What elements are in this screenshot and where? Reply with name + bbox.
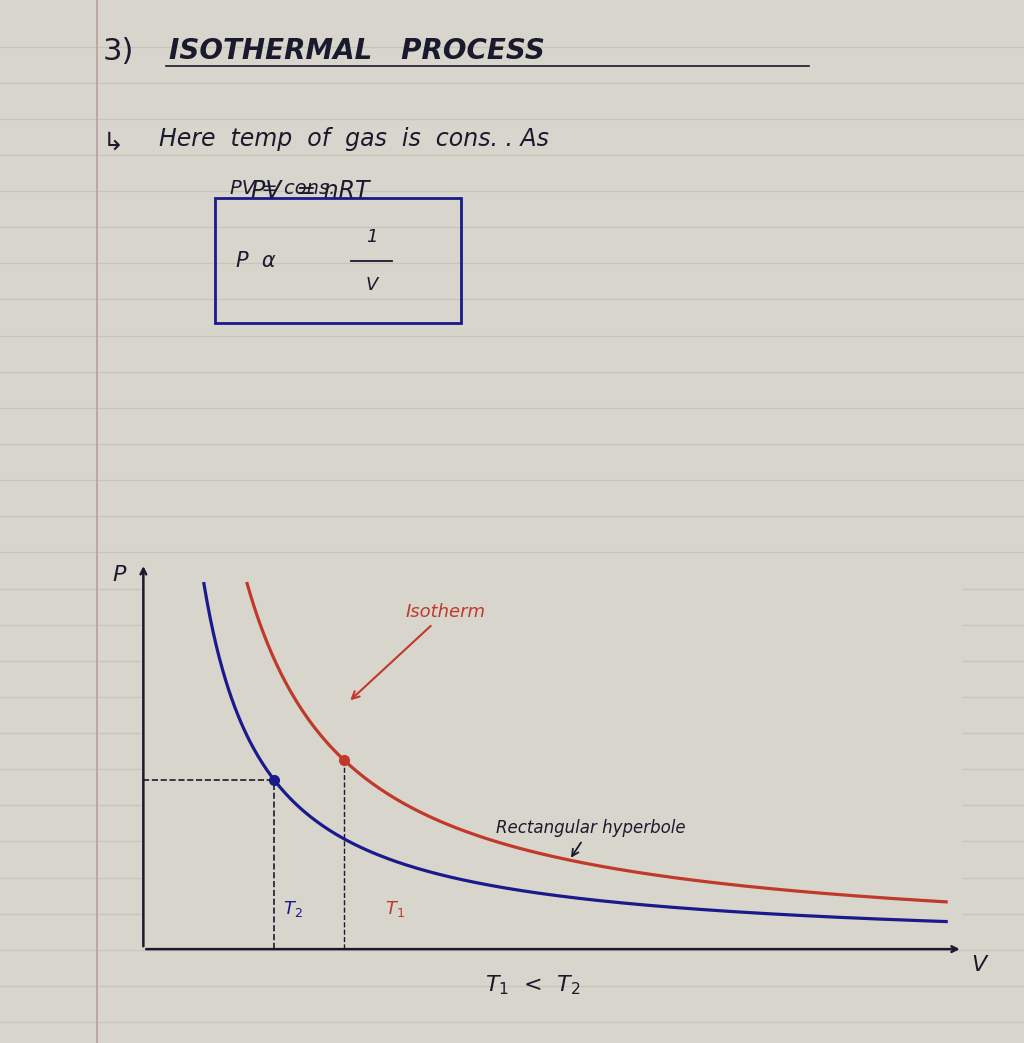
- Text: 1: 1: [366, 227, 378, 246]
- Point: [345, 254, 357, 267]
- Text: T$_2$: T$_2$: [283, 899, 302, 919]
- Text: ↳: ↳: [102, 130, 124, 154]
- Text: V: V: [972, 954, 986, 974]
- Text: Rectangular hyperbole: Rectangular hyperbole: [496, 820, 685, 856]
- Text: T$_1$: T$_1$: [385, 899, 406, 919]
- Text: Isotherm: Isotherm: [352, 603, 485, 699]
- Text: PV = cons.: PV = cons.: [230, 179, 336, 198]
- Text: V: V: [366, 275, 378, 294]
- Point: [160, 59, 172, 72]
- Text: Here  temp  of  gas  is  cons. . As: Here temp of gas is cons. . As: [159, 127, 549, 151]
- Text: PV  = nRT: PV = nRT: [251, 179, 370, 203]
- Point: [803, 59, 815, 72]
- Point: [386, 254, 398, 267]
- Text: 3): 3): [102, 37, 134, 66]
- Text: T$_1$  <  T$_2$: T$_1$ < T$_2$: [484, 974, 581, 997]
- Text: P: P: [112, 565, 126, 585]
- Text: ISOTHERMAL   PROCESS: ISOTHERMAL PROCESS: [169, 37, 545, 65]
- Text: P  α: P α: [236, 250, 289, 271]
